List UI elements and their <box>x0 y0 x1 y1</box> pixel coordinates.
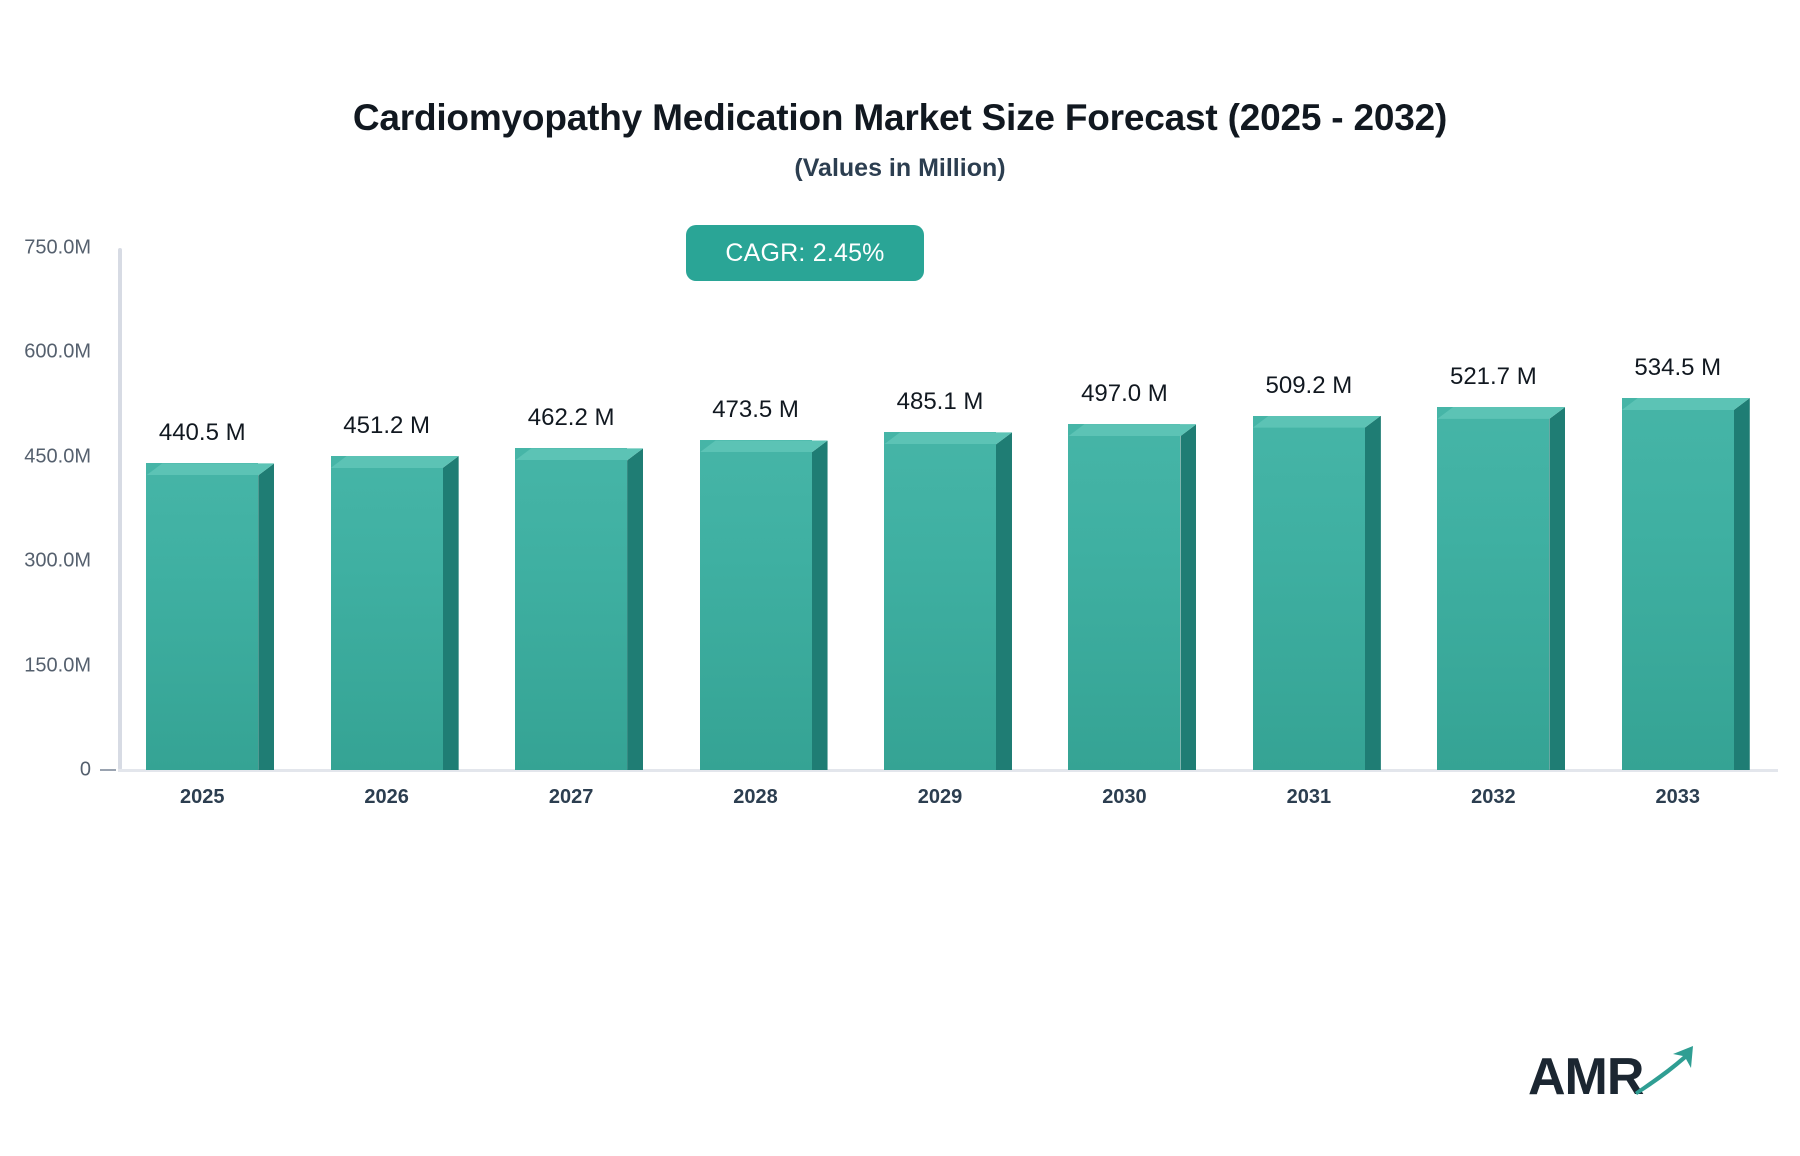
bar-column: 462.2 M <box>515 404 644 770</box>
x-axis-tick-label: 2026 <box>364 786 409 808</box>
bar-value-label: 462.2 M <box>527 404 615 432</box>
amr-logo: AMR <box>1528 1042 1699 1103</box>
bar-side-face <box>811 440 828 770</box>
bar-side-face <box>996 432 1012 770</box>
bar-value-label: 440.5 M <box>158 419 246 447</box>
bar-front-face <box>515 448 628 770</box>
y-axis-tick-label: 0 <box>79 758 91 781</box>
bar-top-face <box>1622 398 1750 410</box>
logo-text: AMR <box>1528 1048 1644 1106</box>
bar-column: 521.7 M <box>1437 363 1566 770</box>
chart-subtitle: (Values in Million) <box>794 154 1006 183</box>
y-axis-tick-label: 450.0M <box>24 445 91 468</box>
y-axis-tick-mark <box>100 769 116 771</box>
bar-top-face <box>515 448 643 460</box>
x-axis-tick-label: 2032 <box>1471 786 1516 808</box>
bar-top-face <box>700 440 828 452</box>
bar-column: 509.2 M <box>1252 372 1381 770</box>
bar-top-face <box>1253 416 1381 428</box>
bar-side-face <box>442 455 459 770</box>
bar-value-label: 485.1 M <box>896 388 984 416</box>
bar-side-face <box>1733 398 1750 770</box>
x-axis-tick-label: 2033 <box>1655 786 1701 808</box>
y-axis-tick-label: 150.0M <box>24 654 91 677</box>
bar-column: 451.2 M <box>330 412 459 770</box>
page-title: Cardiomyopathy Medication Market Size Fo… <box>352 97 1448 138</box>
cagr-badge-label: CAGR: 2.45% <box>725 238 885 267</box>
y-axis-tick-label: 300.0M <box>24 549 91 572</box>
bar-front-face <box>330 455 443 770</box>
bar-front-face <box>884 432 996 770</box>
bar-side-face <box>258 463 275 770</box>
bar-top-face <box>146 463 274 475</box>
bar-top-face <box>884 432 1012 444</box>
chart-header: Cardiomyopathy Medication Market Size Fo… <box>0 96 1800 183</box>
x-axis-tick-label: 2030 <box>1102 786 1147 808</box>
bar-top-face <box>331 456 459 468</box>
x-axis-tick-label: 2025 <box>179 786 225 808</box>
y-axis-tick-label: 750.0M <box>24 236 91 259</box>
bar-value-label: 497.0 M <box>1081 380 1168 408</box>
x-axis-tick-label: 2029 <box>917 786 963 808</box>
bar-side-face <box>1364 415 1381 770</box>
bar-front-face <box>1621 398 1734 770</box>
bar-side-face <box>1180 424 1197 770</box>
bar-front-face <box>1437 406 1550 770</box>
bar-front-face <box>1252 415 1365 770</box>
bar-front-face <box>699 440 812 770</box>
bar-value-label: 521.7 M <box>1449 362 1537 390</box>
bar-value-label: 473.5 M <box>712 396 799 424</box>
x-axis-line <box>118 769 1778 772</box>
x-axis-tick-label: 2027 <box>548 786 594 808</box>
bar-front-face <box>1068 424 1181 770</box>
bar-column: 440.5 M <box>146 419 275 770</box>
bar-top-face <box>1068 424 1196 436</box>
bar-series: 440.5 M 451.2 M 462.2 M 473.5 M 485.1 M 497.0… <box>118 248 1778 770</box>
bar-value-label: 534.5 M <box>1634 354 1722 381</box>
bar-value-label: 451.2 M <box>343 411 431 439</box>
x-axis-tick-label: 2028 <box>733 786 778 808</box>
cagr-badge: CAGR: 2.45% <box>686 225 924 281</box>
y-axis-tick-label: 600.0M <box>24 340 91 363</box>
y-axis-line <box>118 248 122 770</box>
x-axis-tick-label: 2031 <box>1286 786 1332 808</box>
bar-column: 534.5 M <box>1621 354 1750 770</box>
bar-front-face <box>146 463 259 770</box>
bar-column: 485.1 M <box>884 388 1012 770</box>
bar-value-label: 509.2 M <box>1265 371 1353 399</box>
bar-top-face <box>1437 407 1565 419</box>
bar-side-face <box>627 448 644 770</box>
bar-side-face <box>1549 406 1566 770</box>
growth-arrow-icon <box>1633 1042 1699 1101</box>
bar-column: 497.0 M <box>1068 380 1197 770</box>
bar-column: 473.5 M <box>699 396 828 770</box>
